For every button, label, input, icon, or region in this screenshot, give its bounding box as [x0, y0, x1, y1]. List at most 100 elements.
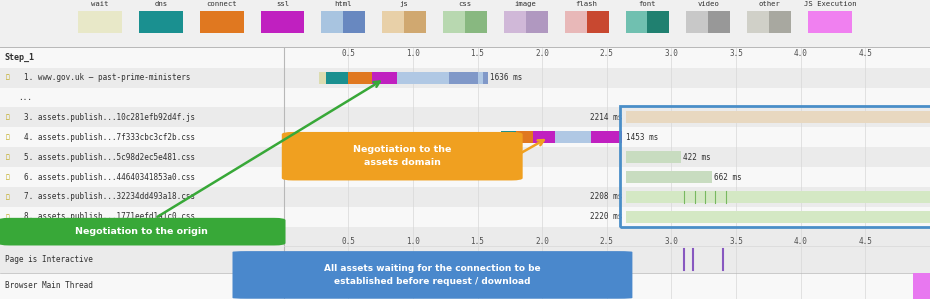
Text: other: other	[758, 1, 780, 7]
Bar	[587, 11, 608, 33]
Text: 2.0: 2.0	[536, 49, 549, 58]
FancyBboxPatch shape	[0, 218, 286, 245]
Bar	[525, 11, 548, 33]
Bar	[78, 11, 122, 33]
Text: 3.5: 3.5	[729, 237, 743, 246]
Text: 3.5: 3.5	[729, 49, 743, 58]
Bar	[260, 11, 304, 33]
Text: 1.0: 1.0	[406, 237, 419, 246]
Bar	[0, 187, 930, 207]
Bar	[0, 247, 930, 273]
Text: 2.5: 2.5	[600, 237, 614, 246]
Text: 662 ms: 662 ms	[714, 173, 742, 181]
Bar	[626, 11, 647, 33]
Bar	[483, 72, 488, 84]
Text: 6. assets.publish...44640341853a0.css: 6. assets.publish...44640341853a0.css	[24, 173, 195, 181]
Text: 🔒: 🔒	[6, 154, 9, 160]
Bar	[565, 11, 587, 33]
Bar	[200, 11, 244, 33]
Text: ssl: ssl	[276, 1, 289, 7]
Text: 🔒: 🔒	[6, 115, 9, 120]
Text: css: css	[458, 1, 472, 7]
Text: JS Execution: JS Execution	[804, 1, 857, 7]
Bar	[769, 11, 790, 33]
Text: dns: dns	[154, 1, 167, 7]
Bar	[397, 72, 449, 84]
Bar	[504, 11, 525, 33]
Bar	[913, 273, 930, 299]
Text: 2214 ms: 2214 ms	[590, 113, 622, 122]
Text: wait: wait	[91, 1, 109, 7]
Text: 4.5: 4.5	[858, 49, 872, 58]
Text: js: js	[400, 1, 408, 7]
Text: 1. www.gov.uk – past-prime-ministers: 1. www.gov.uk – past-prime-ministers	[24, 73, 191, 82]
Bar	[0, 127, 930, 147]
Bar	[0, 147, 930, 167]
Bar	[686, 11, 709, 33]
Text: Browser Main Thread: Browser Main Thread	[5, 281, 92, 290]
Bar	[319, 72, 326, 84]
Text: 🔒: 🔒	[6, 194, 9, 200]
Bar	[626, 112, 930, 123]
Bar	[626, 211, 930, 223]
Bar	[382, 11, 405, 33]
Bar	[555, 131, 591, 143]
Text: 4. assets.publish...7f333cbc3cf2b.css: 4. assets.publish...7f333cbc3cf2b.css	[24, 133, 195, 142]
Text: 1.0: 1.0	[406, 49, 419, 58]
Bar	[626, 171, 711, 183]
Text: 3. assets.publish...10c281efb92d4f.js: 3. assets.publish...10c281efb92d4f.js	[24, 113, 195, 122]
Text: video: video	[698, 1, 719, 7]
Text: Negotiation to the
assets domain: Negotiation to the assets domain	[353, 145, 451, 167]
Bar	[348, 72, 372, 84]
Text: image: image	[515, 1, 537, 7]
Text: Step_1: Step_1	[5, 53, 34, 62]
Text: 2208 ms: 2208 ms	[590, 193, 622, 202]
Bar	[0, 167, 930, 187]
Text: 3.0: 3.0	[665, 49, 678, 58]
Text: 422 ms: 422 ms	[684, 153, 711, 162]
Text: 2220 ms: 2220 ms	[590, 212, 622, 221]
Text: 🔒: 🔒	[6, 214, 9, 220]
Bar	[808, 11, 852, 33]
Text: 2.0: 2.0	[536, 237, 549, 246]
Text: Page is Interactive: Page is Interactive	[5, 255, 92, 264]
Text: 7. assets.publish...32234dd493a18.css: 7. assets.publish...32234dd493a18.css	[24, 193, 195, 202]
Text: 4.0: 4.0	[794, 237, 807, 246]
Bar	[626, 191, 930, 203]
Text: 4.5: 4.5	[858, 237, 872, 246]
Text: 1636 ms: 1636 ms	[490, 73, 523, 82]
Bar	[0, 88, 930, 108]
Text: font: font	[639, 1, 657, 7]
Text: 8. assets.publish...1771eefd1a1c0.css: 8. assets.publish...1771eefd1a1c0.css	[24, 212, 195, 221]
Bar	[405, 11, 426, 33]
Text: 5. assets.publish...5c98d2ec5e481.css: 5. assets.publish...5c98d2ec5e481.css	[24, 153, 195, 162]
Bar	[0, 68, 930, 88]
Text: 🔒: 🔒	[6, 75, 9, 80]
Bar	[326, 72, 348, 84]
Bar	[0, 48, 930, 68]
Bar	[0, 227, 930, 247]
FancyBboxPatch shape	[282, 132, 523, 181]
Text: ...: ...	[19, 232, 33, 241]
Bar	[465, 11, 487, 33]
Text: 0.5: 0.5	[341, 49, 355, 58]
Bar	[140, 11, 183, 33]
Bar	[343, 11, 365, 33]
Text: 4.0: 4.0	[794, 49, 807, 58]
Bar	[516, 131, 533, 143]
Bar	[443, 11, 465, 33]
Bar	[533, 131, 555, 143]
Text: ...: ...	[19, 93, 33, 102]
Bar	[0, 207, 930, 227]
Text: All assets waiting for the connection to be
established before request / downloa: All assets waiting for the connection to…	[325, 264, 540, 286]
Text: connect: connect	[206, 1, 237, 7]
Bar	[709, 11, 730, 33]
Text: html: html	[335, 1, 352, 7]
Text: 🔒: 🔒	[6, 174, 9, 180]
Bar	[626, 151, 681, 163]
Text: 2.5: 2.5	[600, 49, 614, 58]
Text: flash: flash	[576, 1, 598, 7]
Bar	[0, 108, 930, 127]
Bar	[372, 72, 397, 84]
Text: 1453 ms: 1453 ms	[626, 133, 658, 142]
